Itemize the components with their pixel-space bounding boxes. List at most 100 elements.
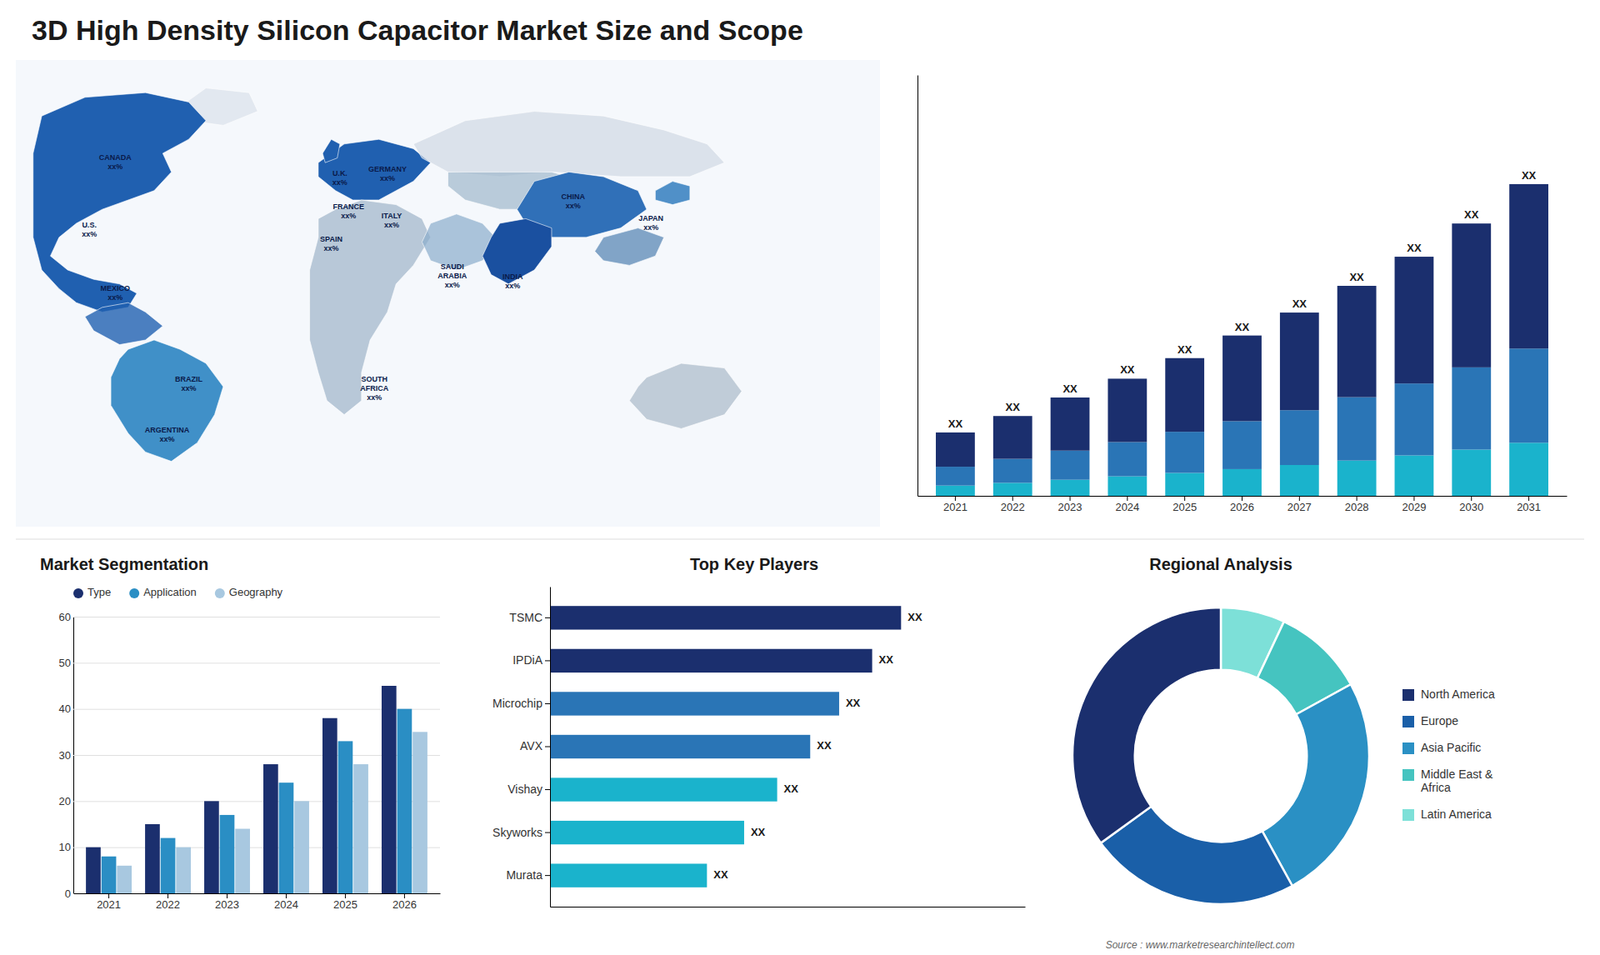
legend-label-line: North America	[1420, 687, 1495, 701]
map-label-line: ARABIA	[437, 272, 467, 281]
legend-swatch	[1402, 689, 1415, 701]
tick-label: 30	[59, 749, 71, 762]
tick-mark	[1299, 495, 1300, 501]
bar-segment	[1107, 378, 1147, 442]
legend-label-line: Middle East &	[1420, 767, 1494, 781]
bar	[550, 605, 901, 630]
map-background	[15, 60, 880, 527]
axis-line	[917, 75, 919, 497]
tick-label: 2024	[274, 898, 299, 911]
map-label-line: xx%	[107, 293, 123, 302]
tick: 2026	[392, 893, 417, 911]
map-region	[413, 111, 725, 177]
tick-mark	[1413, 495, 1415, 501]
legend-item: Asia Pacific	[1402, 740, 1481, 755]
map-label: SOUTHAFRICAxx%	[360, 375, 389, 402]
tick: 2029	[1401, 495, 1426, 514]
map-label-line: MEXICO	[100, 284, 130, 293]
bar-segment	[1107, 441, 1147, 476]
value-label: XX	[816, 739, 832, 752]
bar-segment	[1395, 256, 1435, 384]
bar-segment	[1509, 348, 1549, 443]
map-region	[322, 139, 340, 163]
tick-label: 20	[59, 795, 71, 808]
value-label: XX	[784, 782, 800, 795]
tick: 50	[59, 656, 440, 670]
bars	[935, 184, 1549, 496]
map-label-line: GERMANY	[368, 165, 407, 174]
legend-label-line: Asia Pacific	[1420, 740, 1481, 755]
map-label: GERMANYxx%	[368, 165, 407, 183]
tick-mark	[545, 703, 550, 705]
bar-segment	[1222, 469, 1262, 496]
bar-segment	[1280, 410, 1320, 465]
legend-swatch	[1402, 715, 1415, 728]
map-label: U.K.xx%	[332, 170, 348, 188]
legend-marker	[215, 588, 225, 599]
tick-label: 2023	[215, 898, 240, 911]
map-label-line: xx%	[180, 384, 196, 393]
tick-label: 50	[59, 656, 71, 670]
bar-segment	[935, 466, 975, 486]
donut-slice	[1072, 607, 1221, 844]
map-label-line: U.S.	[81, 220, 97, 230]
grid-line	[73, 662, 440, 664]
horizontal-bar-chart: TSMCIPDiAMicrochipAVXVishaySkyworksMurat…	[492, 587, 1025, 908]
donut-slice	[1262, 684, 1370, 886]
map-label-line: xx%	[107, 162, 123, 171]
tick-mark	[1126, 495, 1128, 501]
map-label-line: BRAZIL	[175, 375, 203, 384]
legend-item: Latin America	[1402, 807, 1492, 821]
tick: Skyworks	[492, 825, 550, 840]
bar-segment	[993, 482, 1033, 496]
bar-segment	[1280, 312, 1320, 410]
map-label-line: CHINA	[561, 193, 586, 202]
legend-item: Geography	[215, 585, 284, 599]
total-label: XX	[1406, 241, 1422, 255]
grid-line	[73, 616, 440, 618]
tick: 60	[59, 610, 440, 624]
map-label-line: xx%	[323, 244, 339, 253]
legend-marker	[129, 588, 140, 599]
tick: 2025	[1172, 495, 1197, 514]
map-label-line: JAPAN	[638, 214, 664, 223]
map-label: SAUDIARABIAxx%	[437, 263, 467, 290]
tick-label: 2029	[1401, 500, 1426, 514]
value-label: XX	[713, 868, 729, 881]
map-label: ARGENTINAxx%	[145, 426, 190, 445]
total-label: XX	[1464, 208, 1480, 221]
map-label: BRAZILxx%	[175, 375, 203, 393]
map-region	[110, 340, 224, 462]
tick: 2022	[1000, 495, 1025, 514]
map-label-line: xx%	[159, 435, 175, 445]
bar-segment	[1050, 397, 1090, 451]
tick: 2024	[274, 893, 299, 911]
bar-segment	[1509, 442, 1549, 496]
legend: TypeApplicationGeography	[73, 585, 284, 599]
tick-label: 2027	[1287, 500, 1312, 514]
bar-segment	[1337, 460, 1377, 496]
x-axis: 2021202220232024202520262027202820292030…	[918, 495, 1568, 514]
tick-label: 2023	[1058, 500, 1083, 514]
legend-label: Geography	[229, 585, 284, 599]
tick-mark	[1184, 495, 1185, 501]
bar	[294, 800, 310, 894]
y-axis: 0102030405060	[59, 610, 440, 900]
bar	[322, 718, 338, 894]
legend-swatch	[1402, 809, 1415, 821]
map-label-line: SOUTH	[361, 375, 389, 384]
donut-chart	[1072, 607, 1370, 905]
page: CANADAxx%U.S.xx%MEXICOxx%BRAZILxx%ARGENT…	[0, 0, 1600, 955]
bar-segment	[1107, 476, 1147, 496]
separator	[15, 539, 1585, 540]
tick-label: 2031	[1516, 500, 1541, 514]
legend-item: North America	[1402, 687, 1495, 701]
map-label-line: SAUDI	[440, 263, 465, 272]
map-label-line: AFRICA	[360, 384, 389, 393]
tick-mark	[545, 875, 550, 876]
bar-segment	[1165, 358, 1205, 432]
map-region	[482, 218, 552, 284]
bar	[550, 691, 840, 715]
map-label: MEXICOxx%	[100, 284, 130, 302]
axis-line	[550, 587, 551, 908]
